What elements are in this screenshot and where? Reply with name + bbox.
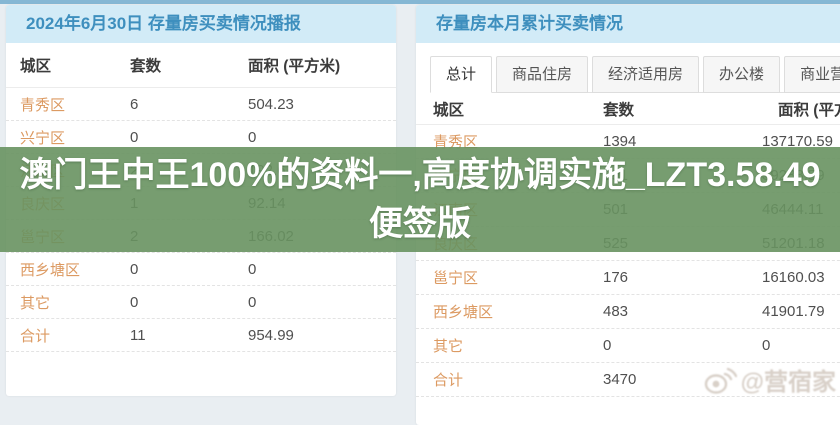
table-row: 其它 0 0 xyxy=(416,329,840,363)
district-cell: 合计 xyxy=(433,372,464,389)
units-cell: 0 xyxy=(603,337,612,354)
monthly-sales-panel-title: 存量房本月累计买卖情况 xyxy=(416,5,840,43)
table-row: 邕宁区 176 16160.03 xyxy=(416,261,840,295)
area-cell: 0 xyxy=(248,260,257,278)
district-cell: 西乡塘区 xyxy=(20,261,81,279)
daily-table-header: 城区 套数 面积 (平方米) xyxy=(6,43,396,88)
promo-banner: 澳门王中王100%的资料一,高度协调实施_LZT3.58.49便签版 xyxy=(0,147,840,252)
table-row: 其它 0 0 xyxy=(6,286,396,319)
district-cell: 青秀区 xyxy=(433,134,479,151)
table-row: 西乡塘区 0 0 xyxy=(6,253,396,286)
table-row: 青秀区 6 504.23 xyxy=(6,88,396,121)
district-cell: 邕宁区 xyxy=(433,270,479,287)
weibo-watermark-text: @营宿家 xyxy=(740,369,836,396)
district-cell: 其它 xyxy=(20,294,51,312)
col-header-district: 城区 xyxy=(20,58,52,75)
category-tabs: 总计 商品住房 经济适用房 办公楼 商业营业用房 xyxy=(430,55,840,93)
units-cell: 0 xyxy=(130,293,139,311)
area-cell: 504.23 xyxy=(248,95,294,113)
area-cell: 0 xyxy=(248,293,257,311)
area-cell: 0 xyxy=(762,337,771,354)
col-header-units: 套数 xyxy=(130,58,162,75)
area-cell: 137170.59 xyxy=(762,133,833,150)
monthly-table-header: 城区 套数 面积 (平方米) xyxy=(416,93,840,125)
col-header-district: 城区 xyxy=(433,101,465,119)
district-cell: 西乡塘区 xyxy=(433,304,494,321)
table-row: 西乡塘区 483 41901.79 xyxy=(416,295,840,329)
tab-total[interactable]: 总计 xyxy=(430,56,493,93)
top-strip xyxy=(0,0,840,4)
table-row-total: 合计 3470 xyxy=(416,363,840,397)
area-cell: 41901.79 xyxy=(762,303,825,320)
area-cell: 0 xyxy=(248,128,257,146)
weibo-eye-icon xyxy=(704,367,737,394)
units-cell: 0 xyxy=(130,260,139,278)
units-cell: 6 xyxy=(130,95,139,113)
district-cell: 青秀区 xyxy=(20,96,66,114)
units-cell: 1394 xyxy=(603,133,637,150)
units-cell: 483 xyxy=(603,303,629,320)
tab-office[interactable]: 办公楼 xyxy=(703,56,781,93)
daily-sales-panel-title: 2024年6月30日 存量房买卖情况播报 xyxy=(6,5,396,43)
col-header-area: 面积 (平方米) xyxy=(248,58,341,75)
table-row-total: 合计 11 954.99 xyxy=(6,319,396,352)
district-cell: 合计 xyxy=(20,327,51,345)
district-cell: 兴宁区 xyxy=(20,129,66,147)
units-cell: 0 xyxy=(130,128,139,146)
col-header-area: 面积 (平方米) xyxy=(778,101,840,119)
promo-banner-text: 澳门王中王100%的资料一,高度协调实施_LZT3.58.49便签版 xyxy=(19,155,821,243)
units-cell: 11 xyxy=(130,326,146,344)
area-cell: 954.99 xyxy=(248,326,294,344)
tab-commodity-housing[interactable]: 商品住房 xyxy=(496,56,589,93)
district-cell: 其它 xyxy=(433,338,464,355)
col-header-units: 套数 xyxy=(603,101,635,119)
tab-commercial[interactable]: 商业营业用房 xyxy=(784,56,840,93)
weibo-watermark: @营宿家 xyxy=(703,362,836,397)
units-cell: 3470 xyxy=(603,371,637,388)
units-cell: 176 xyxy=(603,269,629,286)
tab-affordable-housing[interactable]: 经济适用房 xyxy=(592,56,700,93)
area-cell: 16160.03 xyxy=(762,269,825,286)
